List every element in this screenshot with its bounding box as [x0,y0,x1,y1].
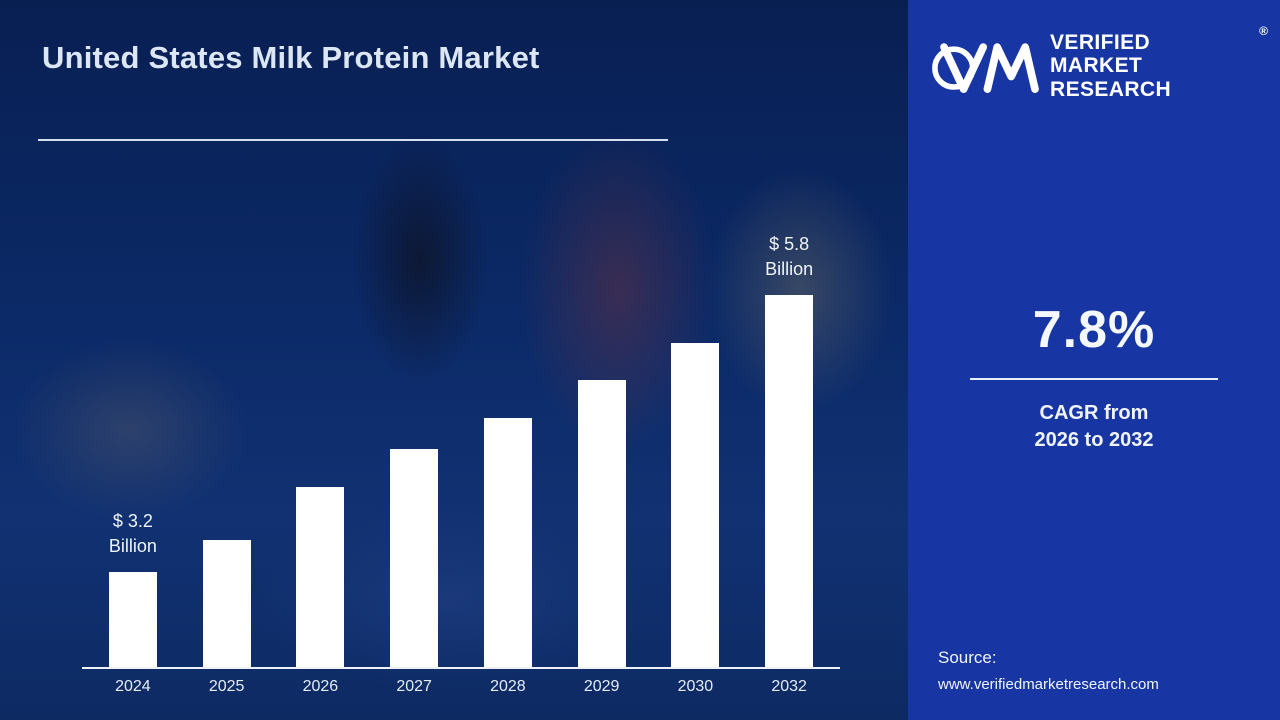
cagr-block: 7.8% CAGR from 2026 to 2032 [908,300,1280,454]
cagr-caption: CAGR from 2026 to 2032 [908,400,1280,454]
x-tick-label-2030: 2030 [677,678,714,695]
sidebar: VERIFIED MARKET RESEARCH ® 7.8% CAGR fro… [908,0,1280,720]
brand-line-2: MARKET [1050,54,1143,78]
brand-name: VERIFIED MARKET RESEARCH [1050,31,1171,102]
x-tick-label-2029: 2029 [583,678,620,695]
x-tick-label-2028: 2028 [490,678,526,695]
bar-2026 [296,487,345,667]
x-tick-label-2027: 2027 [396,678,432,695]
cagr-caption-line-2: 2026 to 2032 [1034,429,1154,451]
title-underline [38,139,668,141]
bar-2030 [671,343,720,667]
x-tick-label-2032: 2032 [771,678,807,695]
brand-line-3: RESEARCH [1050,77,1172,101]
x-tick-label-2026: 2026 [302,678,339,695]
x-tick-label-2025: 2025 [208,678,245,695]
x-tick-label-2024: 2024 [115,678,151,695]
cagr-caption-line-1: CAGR from [1039,402,1149,424]
bar-chart: $ 3.2 Billion $ 5.8 Billion 2024 2025 2026 202… [82,232,840,696]
bar-2032 [765,295,814,667]
bar-2024 [108,572,157,667]
bar-column-2030 [649,343,743,667]
source-url-link[interactable]: www.verifiedmarketresearch.com [938,676,1159,693]
bar-column-2028 [461,418,555,667]
bar-column-2024: $ 3.2 Billion [86,509,180,667]
source-label: Source: [938,648,997,667]
bar-2027 [390,449,439,667]
x-axis-labels: 2024 2025 2026 2027 2028 2029 2030 2032 [82,678,840,696]
bar-2025 [202,540,251,667]
brand-logo: VERIFIED MARKET RESEARCH [930,26,1266,106]
bar-column-2027 [367,449,461,667]
cagr-value: 7.8% [1032,301,1156,359]
registered-trademark: ® [1259,24,1268,38]
vmr-monogram-icon [932,43,1039,93]
cagr-underline [970,378,1218,380]
brand-line-1: VERIFIED [1050,30,1151,54]
bar-2028 [483,418,532,667]
bar-value-label-2032: $ 5.8 Billion [765,233,814,279]
bar-column-2032: $ 5.8 Billion [742,232,836,667]
bar-column-2029 [555,380,649,667]
source-block: Source: www.verifiedmarketresearch.com [938,648,1159,694]
bar-value-label-2024: $ 3.2 Billion [108,510,157,556]
bars-row: $ 3.2 Billion $ 5.8 Billion [82,232,840,669]
bar-column-2025 [180,540,274,667]
bar-column-2026 [274,487,368,667]
page-title: United States Milk Protein Market [42,40,540,75]
bar-2029 [577,380,626,667]
chart-panel: United States Milk Protein Market $ 3.2 B… [0,0,908,720]
